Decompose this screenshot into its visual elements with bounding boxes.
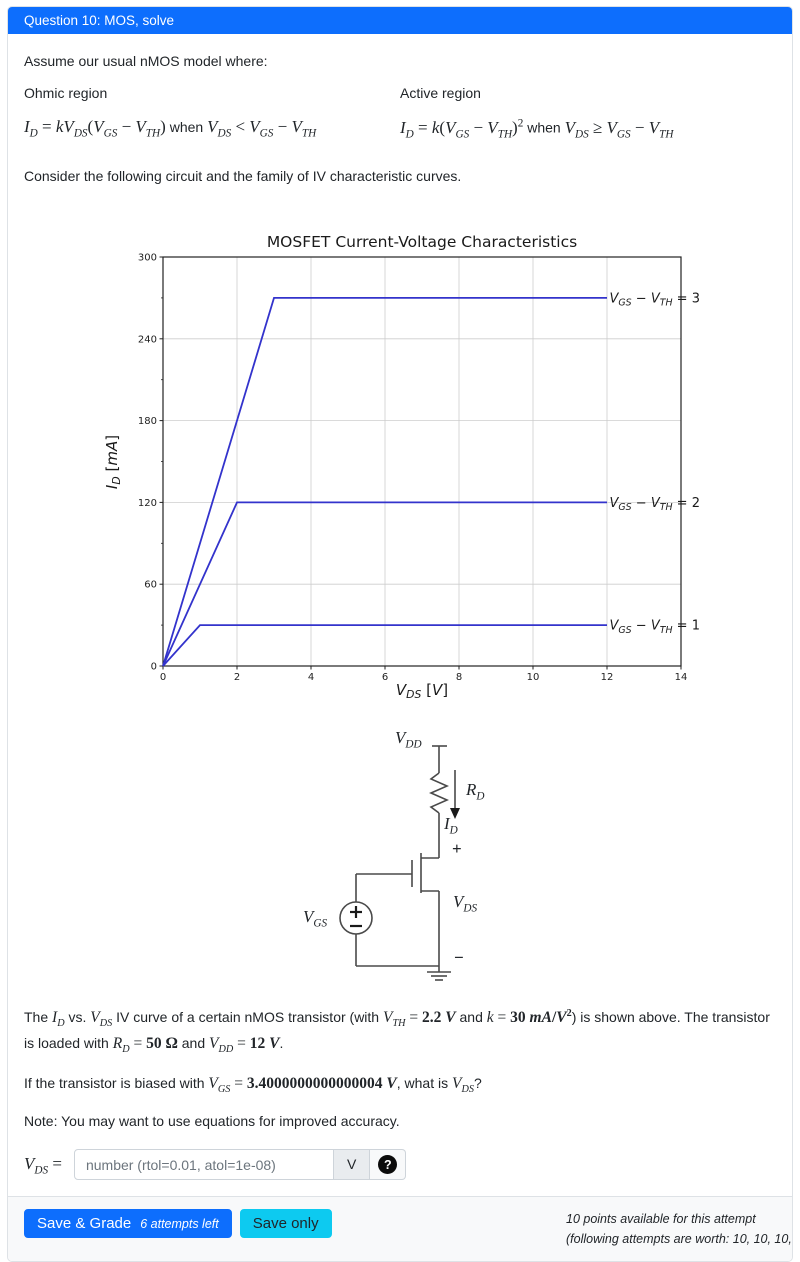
current-arrow-icon bbox=[450, 808, 460, 820]
iv-chart-container: 0 2 4 6 8 10 12 14 0 60 120 180 240 300 VGS − VTH = 3 V… bbox=[101, 231, 701, 704]
svg-text:120: 120 bbox=[138, 498, 157, 509]
svg-text:10: 10 bbox=[527, 672, 540, 683]
help-button[interactable]: ? bbox=[370, 1149, 407, 1181]
svg-text:VGS − VTH = 1: VGS − VTH = 1 bbox=[610, 619, 700, 636]
points-line-2: (following attempts are worth: 10, 10, 1… bbox=[566, 1232, 792, 1247]
svg-text:ID [mA]: ID [mA] bbox=[103, 435, 123, 489]
answer-label: VDS = bbox=[24, 1153, 62, 1176]
question-body: Assume our usual nMOS model where: Ohmic… bbox=[8, 34, 792, 1196]
svg-text:12: 12 bbox=[601, 672, 614, 683]
question-header: Question 10: MOS, solve bbox=[8, 7, 792, 34]
vgs-label: VGS bbox=[303, 907, 328, 930]
description-paragraph: The ID vs. VDS IV curve of a certain nMO… bbox=[24, 1008, 770, 1056]
vds-label: VDS bbox=[453, 892, 478, 915]
unit-suffix: V bbox=[333, 1149, 371, 1181]
svg-text:6: 6 bbox=[382, 672, 388, 683]
note-text: Note: You may want to use equations for … bbox=[24, 1113, 400, 1130]
ohmic-equation: ID = kVDS(VGS − VTH) when VDS < VGS − VT… bbox=[24, 117, 317, 140]
svg-text:240: 240 bbox=[138, 334, 157, 345]
question-prompt: If the transistor is biased with VGS = 3… bbox=[24, 1075, 482, 1096]
vds-answer-input[interactable] bbox=[73, 1149, 334, 1181]
svg-text:300: 300 bbox=[138, 253, 157, 264]
iv-chart: 0 2 4 6 8 10 12 14 0 60 120 180 240 300 VGS − VTH = 3 V… bbox=[103, 233, 700, 701]
source-plus-minus-icon bbox=[350, 906, 362, 928]
question-title: Question 10: MOS, solve bbox=[24, 13, 175, 28]
svg-text:VGS − VTH = 2: VGS − VTH = 2 bbox=[610, 496, 700, 513]
svg-text:8: 8 bbox=[456, 672, 462, 683]
svg-text:MOSFET Current-Voltage Charact: MOSFET Current-Voltage Characteristics bbox=[267, 233, 577, 251]
points-info: 10 points available for this attempt (fo… bbox=[566, 1209, 792, 1249]
attempts-left-badge: 6 attempts left bbox=[140, 1217, 219, 1232]
save-only-button[interactable]: Save only bbox=[239, 1209, 332, 1239]
region-equations: ID = kVDS(VGS − VTH) when VDS < VGS − VT… bbox=[24, 117, 776, 140]
svg-text:14: 14 bbox=[675, 672, 688, 683]
intro-text: Assume our usual nMOS model where: bbox=[24, 53, 268, 69]
svg-text:VGS − VTH = 3: VGS − VTH = 3 bbox=[610, 291, 700, 308]
rd-label: RD bbox=[466, 780, 485, 803]
help-icon: ? bbox=[378, 1155, 398, 1175]
vds-minus-label: − bbox=[454, 948, 464, 968]
svg-text:VDS [V]: VDS [V] bbox=[396, 681, 448, 701]
consider-text: Consider the following circuit and the f… bbox=[24, 168, 462, 185]
question-card: Question 10: MOS, solve Assume our usual… bbox=[7, 6, 793, 1262]
ohmic-region-title: Ohmic region bbox=[24, 85, 108, 101]
points-line-1: 10 points available for this attempt bbox=[566, 1212, 756, 1227]
svg-text:180: 180 bbox=[138, 416, 157, 427]
svg-text:0: 0 bbox=[151, 662, 157, 673]
question-footer: Save & Grade 6 attempts left Save only 10… bbox=[8, 1196, 792, 1262]
vdd-label: VDD bbox=[395, 728, 422, 751]
circuit-diagram: VDD RD ID + VDS − VGS bbox=[289, 726, 559, 992]
circuit-schematic bbox=[339, 745, 460, 981]
id-label: ID bbox=[444, 814, 458, 837]
active-equation: ID = k(VGS − VTH)2 when VDS ≥ VGS − VTH bbox=[400, 117, 674, 141]
save-and-grade-button[interactable]: Save & Grade 6 attempts left bbox=[24, 1209, 232, 1239]
vds-plus-label: + bbox=[452, 839, 462, 859]
answer-input-group: V ? bbox=[73, 1149, 407, 1181]
svg-text:0: 0 bbox=[160, 672, 166, 683]
svg-text:2: 2 bbox=[234, 672, 240, 683]
answer-row: VDS = V ? bbox=[24, 1149, 776, 1181]
svg-text:4: 4 bbox=[308, 672, 314, 683]
region-titles: Ohmic region Active region bbox=[24, 85, 776, 101]
svg-text:60: 60 bbox=[144, 580, 157, 591]
active-region-title: Active region bbox=[400, 85, 481, 101]
